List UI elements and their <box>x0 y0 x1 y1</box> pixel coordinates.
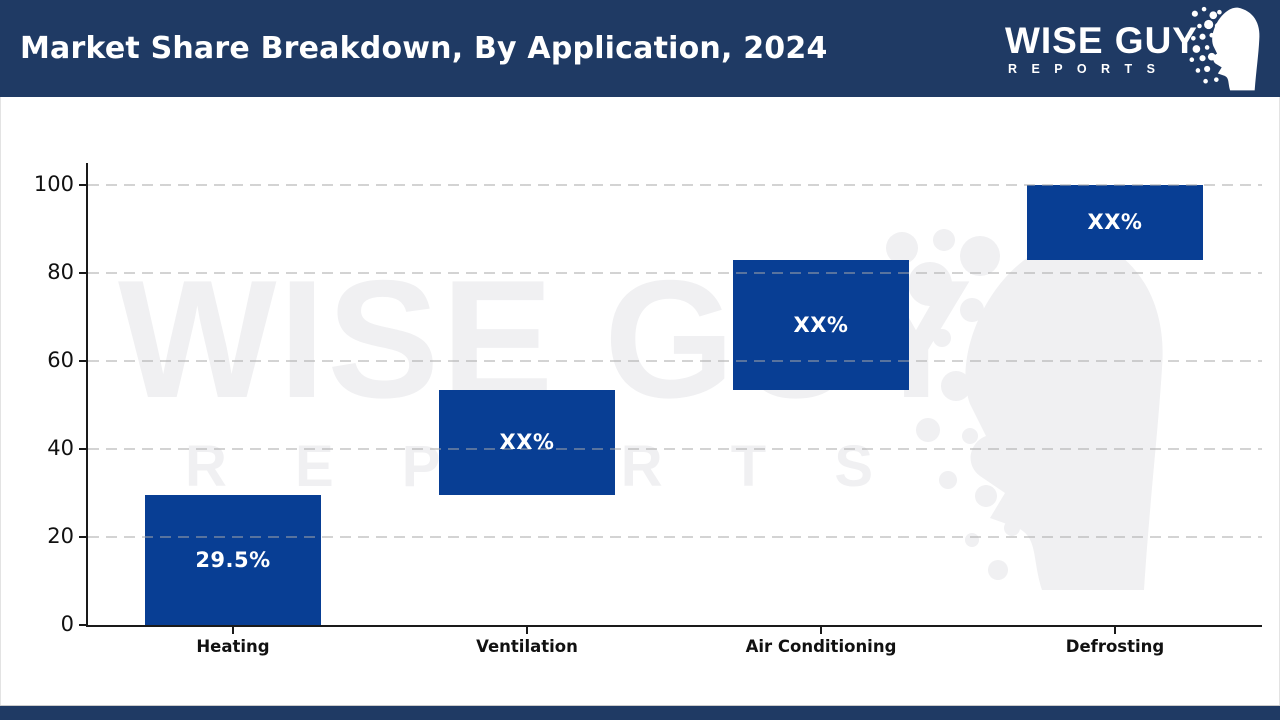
header-bar: Market Share Breakdown, By Application, … <box>0 0 1280 97</box>
chart-area <box>0 97 1280 706</box>
logo-text: WISE GUY R E P O R T S <box>1005 22 1198 76</box>
logo-wordmark: WISE GUY <box>1004 19 1198 61</box>
logo-face-icon <box>1189 6 1260 90</box>
logo-subtitle: R E P O R T S <box>1007 61 1161 76</box>
wiseguy-logo: WISE GUY R E P O R T S <box>1005 3 1266 95</box>
page-title: Market Share Breakdown, By Application, … <box>20 31 828 66</box>
footer-bar <box>0 705 1280 720</box>
